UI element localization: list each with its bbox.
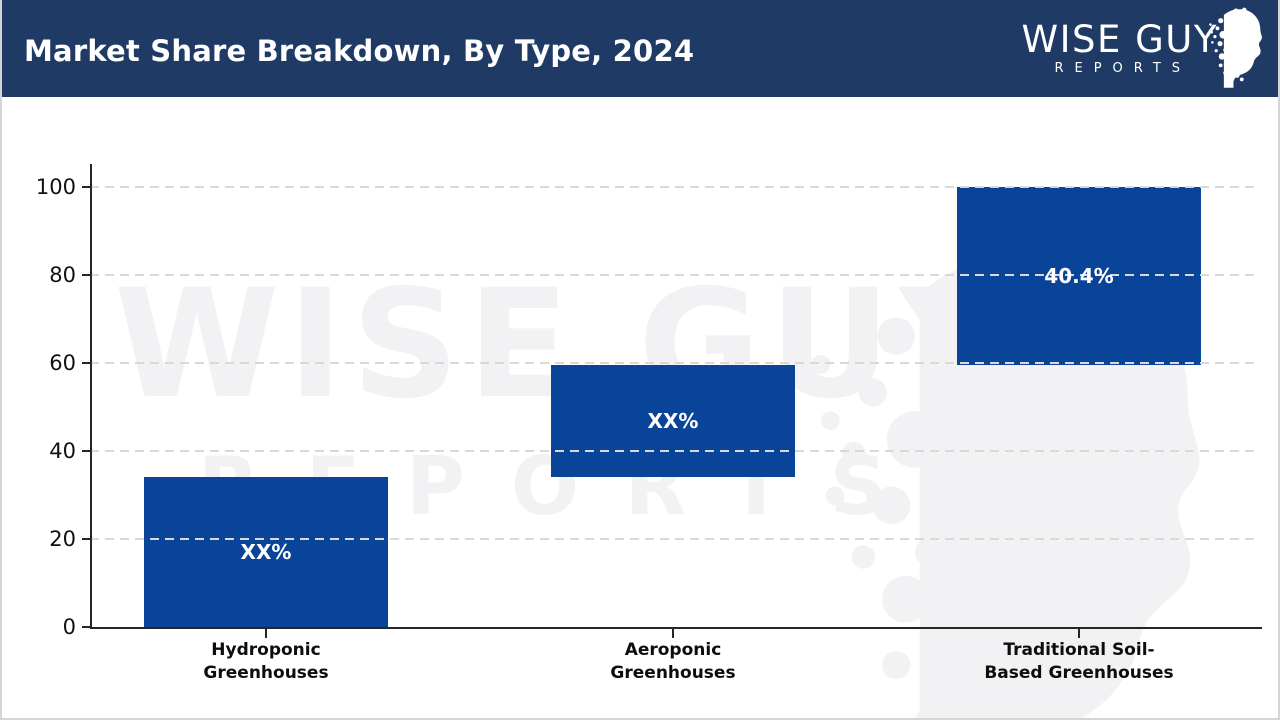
gridline-40 <box>90 450 1260 452</box>
logo-text: WISE GUY REPORTS <box>1021 17 1218 76</box>
y-tick-label: 40 <box>49 439 76 463</box>
x-category-label-line: Hydroponic <box>211 640 321 660</box>
bar-segment <box>144 476 388 627</box>
y-tick-label: 80 <box>49 263 76 287</box>
x-category-label-line: Greenhouses <box>610 663 736 683</box>
bar-value-label: XX% <box>647 408 699 433</box>
logo-face-icon <box>1209 7 1262 88</box>
y-tick-mark <box>82 362 90 364</box>
y-tick-mark <box>82 186 90 188</box>
y-tick-mark <box>82 274 90 276</box>
x-category-label-line: Greenhouses <box>203 663 329 683</box>
y-tick-mark <box>82 450 90 452</box>
bar-value-label: 40.4% <box>1044 263 1114 288</box>
y-tick-label: 60 <box>49 351 76 375</box>
header-bar: Market Share Breakdown, By Type, 2024 WI… <box>2 0 1278 97</box>
wiseguy-logo: WISE GUY REPORTS <box>1022 6 1268 89</box>
bar-segment <box>551 364 795 477</box>
y-tick-label: 20 <box>49 527 76 551</box>
x-category-label-line: Traditional Soil- <box>1003 640 1155 660</box>
x-tick-mark <box>265 629 267 638</box>
x-category-label: Aeroponic Greenhouses <box>508 639 838 685</box>
bar-value-label: XX% <box>240 539 292 564</box>
y-tick-label: 100 <box>35 175 76 199</box>
logo-wiseguy-label: WISE GUY <box>1021 17 1218 61</box>
x-category-label: Hydroponic Greenhouses <box>101 639 431 685</box>
x-category-label-line: Aeroponic <box>624 640 722 660</box>
logo-reports-label: REPORTS <box>1054 60 1192 76</box>
gridline-20 <box>90 538 1260 540</box>
y-tick-label: 0 <box>62 615 76 639</box>
y-tick-mark <box>82 538 90 540</box>
x-tick-mark <box>672 629 674 638</box>
x-category-label-line: Based Greenhouses <box>984 663 1174 683</box>
gridline-80 <box>90 274 1260 276</box>
x-category-label: Traditional Soil- Based Greenhouses <box>914 639 1244 685</box>
x-tick-mark <box>1078 629 1080 638</box>
y-axis <box>90 164 92 629</box>
x-axis <box>90 627 1262 629</box>
gridline-100 <box>90 186 1260 188</box>
gridline-60 <box>90 362 1260 364</box>
chart-title: Market Share Breakdown, By Type, 2024 <box>24 34 695 68</box>
y-tick-mark <box>82 626 90 628</box>
